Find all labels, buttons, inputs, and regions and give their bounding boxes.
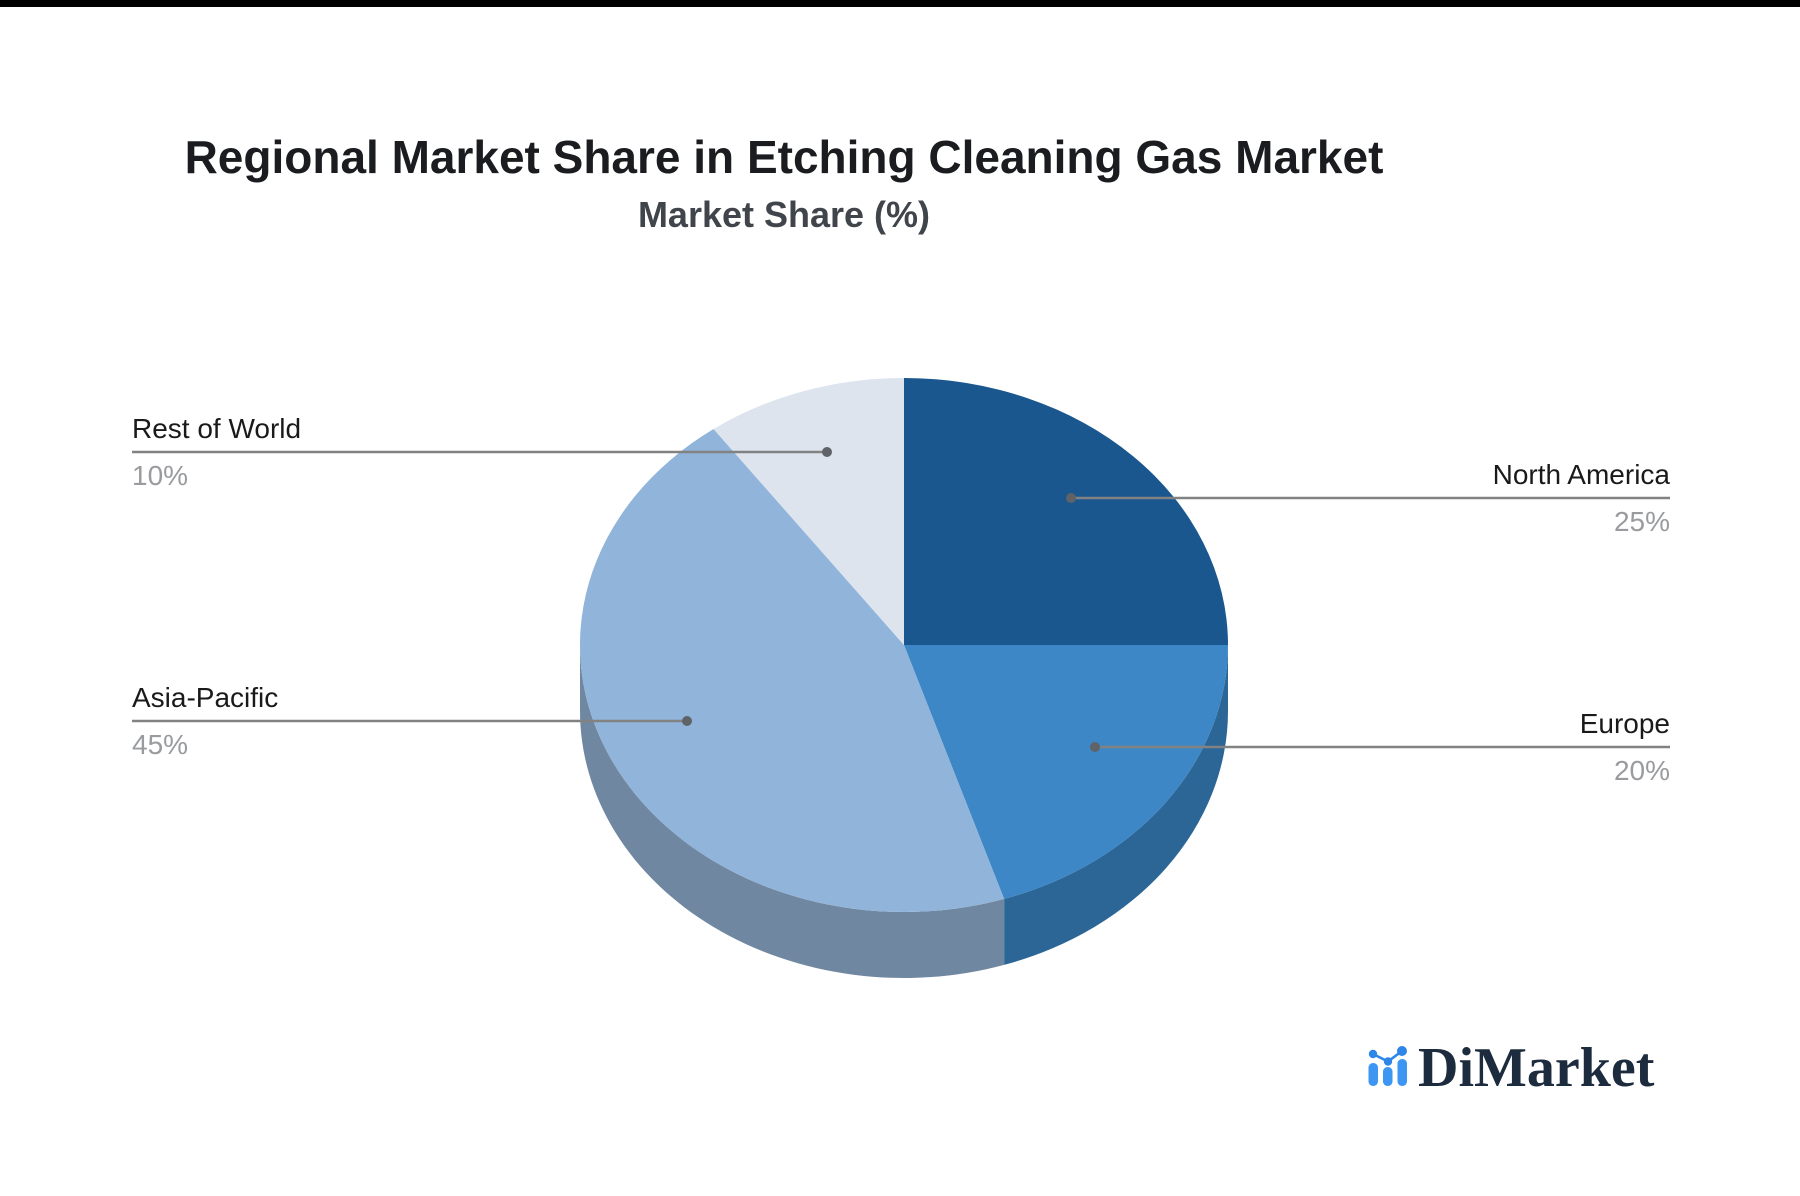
callout-dot-north-america (1066, 493, 1076, 503)
callout-label-europe: Europe (1579, 708, 1670, 739)
pie-slice-europe[interactable] (904, 645, 1228, 899)
callout-value-europe: 20% (1613, 755, 1670, 786)
pie-slice-side-asia-pacific (580, 645, 1005, 978)
callout-label-rest-of-world: Rest of World (132, 413, 302, 444)
callout-dot-asia-pacific (682, 716, 692, 726)
pie-slice-north-america[interactable] (904, 378, 1228, 645)
chart-title: Regional Market Share in Etching Cleanin… (184, 131, 1384, 183)
callout-value-asia-pacific: 45% (132, 729, 189, 760)
bar-line-chart-icon (1368, 1046, 1407, 1086)
pie-slice-side-europe (1004, 645, 1228, 965)
callout-dot-europe (1090, 742, 1100, 752)
callout-value-north-america: 25% (1613, 506, 1670, 537)
pie-slice-rest-of-world[interactable] (713, 378, 904, 645)
dimarket-logo-text: DiMarket (1418, 1037, 1655, 1099)
callout-label-north-america: North America (1492, 459, 1670, 490)
chart-subtitle: Market Share (%) (637, 194, 931, 235)
callout-label-asia-pacific: Asia-Pacific (132, 682, 279, 713)
callout-value-rest-of-world: 10% (132, 460, 189, 491)
dimarket-logo: DiMarket (1360, 1036, 1680, 1106)
callout-dot-rest-of-world (822, 447, 832, 457)
top-border (0, 0, 1800, 7)
pie-slice-asia-pacific[interactable] (580, 428, 1005, 912)
